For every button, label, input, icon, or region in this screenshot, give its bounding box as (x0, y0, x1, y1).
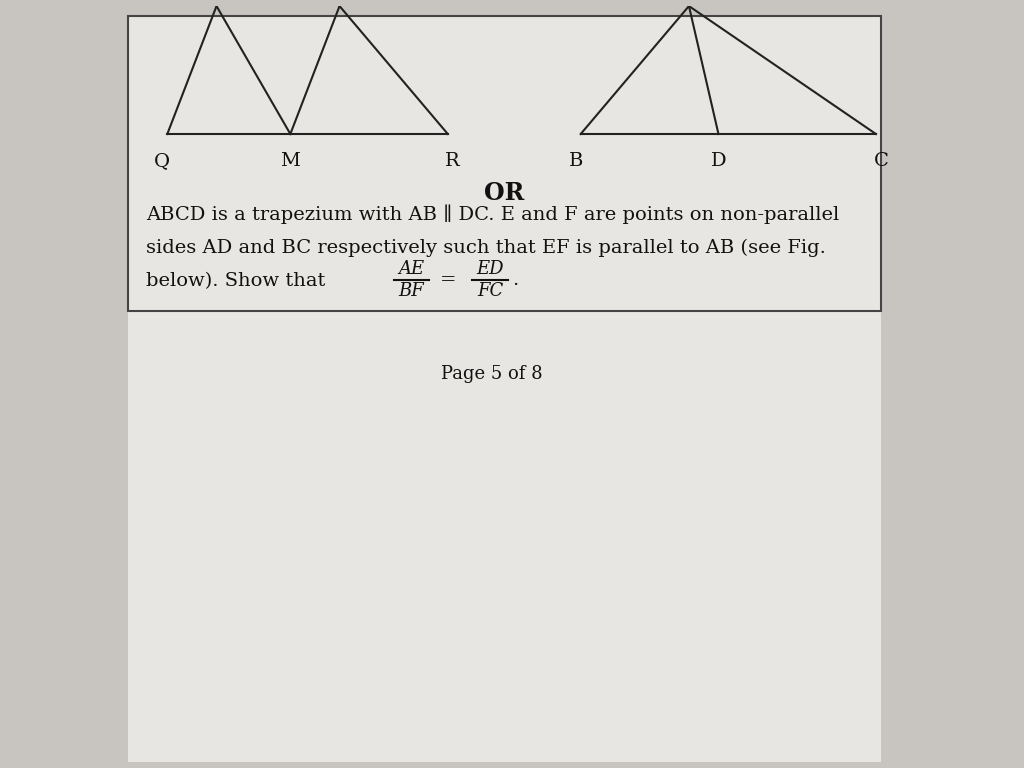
Text: FC: FC (477, 282, 503, 300)
Text: D: D (711, 152, 726, 170)
Text: ABCD is a trapezium with AB ∥ DC. E and F are points on non-parallel: ABCD is a trapezium with AB ∥ DC. E and … (145, 205, 839, 224)
Text: Q: Q (155, 152, 170, 170)
Text: below). Show that: below). Show that (145, 272, 325, 290)
Text: R: R (445, 152, 460, 170)
Bar (128, 16, 881, 762)
Text: B: B (568, 152, 583, 170)
Bar (128, 16, 881, 311)
Text: BF: BF (398, 282, 424, 300)
Text: =: = (439, 270, 456, 289)
Text: sides AD and BC respectively such that EF is parallel to AB (see Fig.: sides AD and BC respectively such that E… (145, 238, 825, 257)
Text: M: M (281, 152, 300, 170)
Text: Page 5 of 8: Page 5 of 8 (441, 366, 543, 383)
Text: C: C (873, 152, 888, 170)
Text: .: . (512, 270, 518, 289)
Text: AE: AE (398, 260, 425, 278)
Text: OR: OR (483, 181, 524, 205)
Text: ED: ED (476, 260, 504, 278)
